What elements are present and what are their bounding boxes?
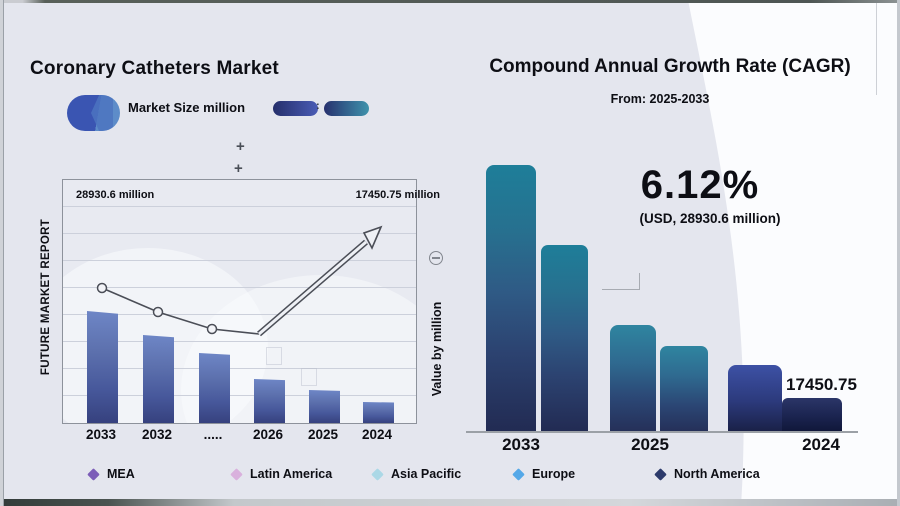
step-line-vertical [639, 273, 640, 290]
end-value-label: 17450.75 million [355, 189, 440, 201]
frame-left-edge-inner [3, 0, 4, 506]
start-value-label: 28930.6 million [76, 189, 155, 201]
series-label: Market Size million [128, 100, 246, 115]
cagr-x-label-2024: 2024 [802, 435, 840, 454]
grid-line [63, 287, 416, 288]
legend-diamond-icon [654, 467, 667, 481]
cagr-value: 6.12% [640, 163, 760, 207]
legend-label: North America [674, 467, 760, 481]
x-label-2033: 2033 [85, 427, 117, 442]
legend-item-latin-america: Latin America [230, 466, 333, 482]
cagr-subtitle: From: 2025-2033 [610, 92, 710, 106]
plus-mark-icon: + [236, 138, 245, 155]
cagr-bar-2033-a [486, 165, 536, 431]
grid-line [63, 260, 416, 261]
market-size-chart: 28930.6 million 17450.75 million [62, 179, 440, 424]
bar-value-label: 17450.75 [786, 375, 857, 394]
zoom-out-icon [429, 251, 443, 265]
cagr-x-label-2033: 2033 [502, 435, 540, 454]
step-line-horizontal [602, 289, 640, 290]
x-label-2024: 2024 [361, 427, 393, 442]
grid-line [63, 341, 416, 342]
page-title: Coronary Catheters Market [30, 58, 279, 79]
watermark-icon [266, 347, 282, 365]
frame-top-edge [0, 0, 900, 3]
legend-item-north-america: North America [654, 466, 760, 482]
market-bar-2024 [363, 402, 394, 423]
cagr-note: (USD, 28930.6 million) [639, 211, 781, 226]
plus-mark-icon: + [234, 160, 243, 177]
capsule-icon [67, 95, 120, 131]
frame-left-edge [0, 0, 3, 506]
legend-label: MEA [107, 467, 135, 481]
ratio-pill-right-icon [324, 101, 369, 116]
trend-line-arrow-icon [96, 225, 383, 337]
grid-line [63, 395, 416, 396]
market-bar-2032 [143, 335, 174, 423]
legend-item-asia-pacific: Asia Pacific [371, 466, 462, 482]
grid-line [63, 206, 416, 207]
grid-line [63, 368, 416, 369]
legend-item-europe: Europe [512, 466, 576, 482]
grid-line [63, 314, 416, 315]
market-bar-2033 [87, 311, 118, 423]
frame-right-edge [897, 0, 900, 506]
market-bar-2025 [309, 390, 340, 423]
cagr-x-axis [466, 431, 858, 433]
legend-item-mea: MEA [87, 466, 135, 482]
cagr-bar-2033-b [541, 245, 588, 431]
cagr-bar-2024-a [728, 365, 782, 431]
legend-diamond-icon [512, 467, 525, 481]
legend-diamond-icon [371, 467, 384, 481]
x-label-dots: ..... [203, 427, 223, 442]
x-label-2032: 2032 [141, 427, 173, 442]
legend-label: Latin America [250, 467, 333, 481]
cagr-x-label-2025: 2025 [631, 435, 669, 454]
left-axis-caption: FUTURE MARKET REPORT [40, 218, 52, 376]
ratio-colon: : [316, 100, 320, 112]
market-bar-2026 [254, 379, 285, 423]
cagr-bar-2025-a [610, 325, 656, 431]
x-label-2026: 2026 [252, 427, 284, 442]
legend-label: Europe [532, 467, 576, 481]
cagr-bar-2024-b [782, 398, 842, 431]
capsule-facet-icon [91, 95, 113, 131]
cagr-bar-2025-b [660, 346, 708, 431]
legend-label: Asia Pacific [391, 467, 462, 481]
watermark-icon [301, 368, 317, 386]
right-axis-caption: Value by million [430, 301, 444, 397]
frame-right-inner-line [876, 3, 877, 95]
frame-bottom-edge [0, 499, 900, 506]
ratio-pill-left-icon [273, 101, 318, 116]
legend-diamond-icon [87, 467, 100, 481]
x-label-2025: 2025 [307, 427, 339, 442]
legend-diamond-icon [230, 467, 243, 481]
grid-line [63, 233, 416, 234]
market-bar-dots [199, 353, 230, 423]
cagr-title: Compound Annual Growth Rate (CAGR) [489, 56, 851, 77]
